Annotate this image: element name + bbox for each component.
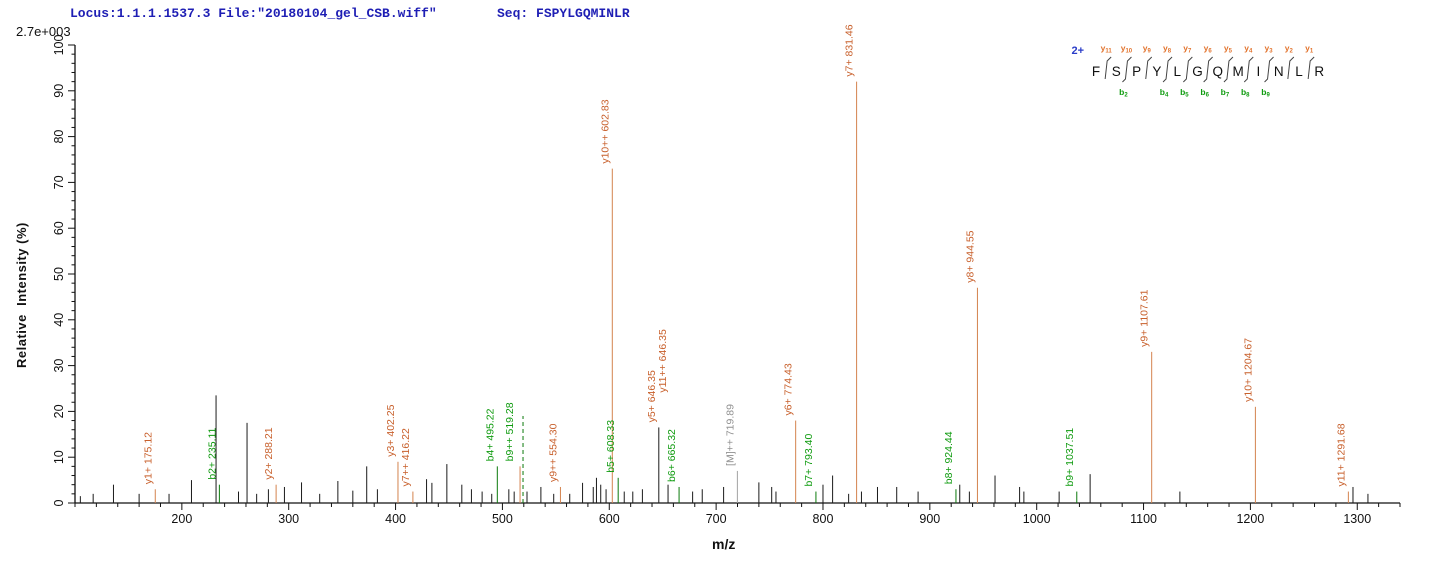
seq-label: Seq: [497,6,537,21]
y-ions-peak-label: y11+ 1291.68 [1335,423,1347,486]
x-tick-label: 800 [813,512,834,526]
x-tick-label: 400 [385,512,406,526]
y-ions-peak-label: y10++ 602.83 [599,99,611,163]
precursor-charge-label: 2+ [1071,45,1084,57]
y-ions-peak-label: y2+ 288.21 [263,427,275,479]
y-ion-tag: y8 [1163,43,1172,55]
precursor-peak-label: [M]++ 719.89 [724,404,736,466]
fragmentation-mark [1264,56,1274,83]
fragmentation-mark [1145,56,1153,80]
b-ions-peak-label: b5+ 608.33 [605,420,617,473]
x-tick-label: 1100 [1130,512,1157,526]
fragmentation-mark [1243,56,1254,83]
b-ion-tag: b4 [1160,87,1169,99]
y-ion-tag: y3 [1265,43,1274,55]
residue-letter: M [1232,64,1243,79]
b-ions-peak-label: b2+ 235.11 [206,427,218,479]
locus-file-header: Locus:1.1.1.1537.3 File:"20180104_gel_CS… [70,6,437,21]
y-ion-tag: y6 [1204,43,1213,55]
b-ion-tag: b7 [1221,87,1230,99]
y-tick-label: 10 [52,450,66,464]
y-tick-label: 100 [52,35,66,56]
y-tick-label: 20 [52,404,66,418]
residue-letter: Q [1213,64,1224,79]
b-ion-tag: b2 [1119,87,1128,99]
y-ion-tag: y7 [1183,43,1192,55]
x-tick-label: 1300 [1343,512,1371,526]
y-ions-peak-label: y8+ 944.55 [964,230,976,282]
y-tick-label: 50 [52,267,66,281]
x-tick-label: 300 [278,512,299,526]
y-ions-peak-label: y7+ 831.46 [844,24,856,76]
y-tick-label: 80 [52,130,66,144]
b-ions-peak-label: b6+ 665.32 [666,429,678,482]
b-ions-peak-label: b9+ 1037.51 [1064,428,1076,487]
x-tick-label: 900 [919,512,940,526]
residue-letter: S [1112,64,1121,79]
x-axis-title: m/z [712,536,736,552]
residue-letter: F [1092,64,1100,79]
residue-letter: L [1173,64,1181,79]
y-ions-peak-label: y9+ 1107.61 [1139,289,1151,346]
x-tick-label: 600 [599,512,620,526]
y-ions-peak-label: y6+ 774.43 [783,363,795,415]
peaks: y1+ 175.12 y2+ 288.21 y3+ 402.25 y7++ 416.2… [79,24,1369,503]
residue-letter: L [1295,64,1303,79]
fragmentation-mark [1203,56,1214,83]
x-tick-label: 500 [492,512,513,526]
residue-letter: Y [1152,64,1161,79]
y-ion-tag: y1 [1305,43,1314,55]
y-tick-label: 60 [52,221,66,235]
y-ions-peak-label: y10+ 1204.67 [1242,338,1254,402]
fragmentation-mark [1162,56,1173,83]
y-ions-peak-label: y9++ 554.30 [547,423,559,482]
b-ion-tag: b8 [1241,87,1250,99]
intensity-scale-label: 2.7e+003 [16,24,71,39]
y-ions-peak-label: y11++ 646.35 [657,329,669,393]
seq-value: FSPYLGQMINLR [536,6,630,21]
fragmentation-mark [1182,56,1193,83]
residue-letter: P [1132,64,1141,79]
y-ions-peak-label: y7++ 416.22 [400,428,412,487]
fragmentation-mark [1104,56,1112,80]
y-ion-tag: y10 [1121,43,1133,55]
axes: 200 300 400 500 600 700 800 900 1000 1100 1200 1300… [52,35,1401,526]
fragmentation-mark [1307,56,1315,80]
y-ions-peak-label: y1+ 175.12 [142,432,154,484]
fragmentation-mark [1223,56,1234,83]
x-tick-label: 200 [171,512,192,526]
y-ion-tag: y9 [1143,43,1152,55]
y-ion-tag: y4 [1244,43,1253,55]
residue-letter: G [1192,64,1203,79]
y-ion-tag: y5 [1224,43,1233,55]
y-tick-label: 90 [52,84,66,98]
residue-letter: N [1274,64,1284,79]
x-tick-label: 1000 [1023,512,1051,526]
b-ions-peak-label: b4+ 495.22 [484,408,496,461]
b-ions-peak-label: b7+ 793.40 [803,434,815,487]
y-tick-label: 0 [52,499,66,506]
residue-letter: R [1314,64,1324,79]
y-ion-tag: y2 [1285,43,1294,55]
y-tick-label: 40 [52,313,66,327]
y-ions-peak-label: y5+ 646.35 [646,370,658,422]
b-ions-peak-label: b8+ 924.44 [943,431,955,484]
sequence-header: Seq: FSPYLGQMINLR [497,6,630,21]
x-tick-label: 700 [706,512,727,526]
x-tick-label: 1200 [1236,512,1264,526]
y-tick-label: 30 [52,359,66,373]
residue-letter: I [1257,64,1261,79]
b-ion-tag: b5 [1180,87,1189,99]
y-ion-tag: y11 [1101,43,1113,55]
b-ion-tag: b9 [1261,87,1270,99]
b-ion-tag: b6 [1200,87,1209,99]
b-ions-peak-label: b9++ 519.28 [504,402,516,461]
fragmentation-mark [1287,56,1295,80]
fragmentation-mark [1122,56,1132,83]
y-tick-label: 70 [52,175,66,189]
y-ions-peak-label: y3+ 402.25 [385,404,397,456]
